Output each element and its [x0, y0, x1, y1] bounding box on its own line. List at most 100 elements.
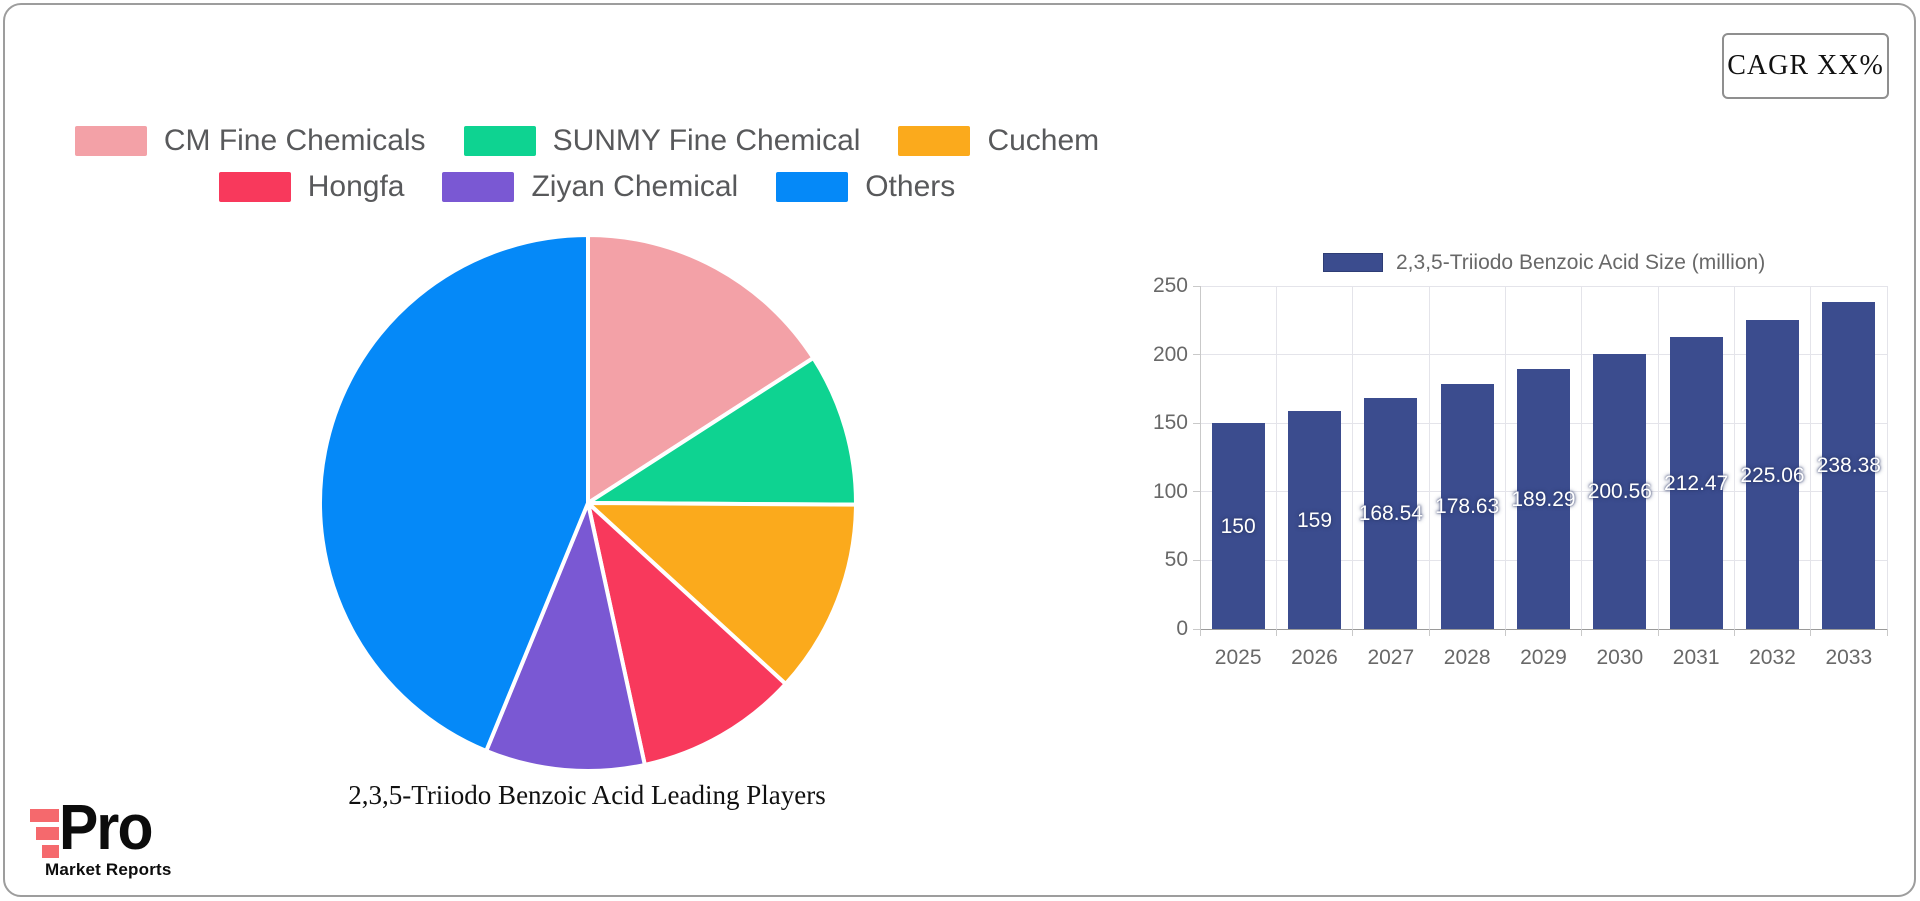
x-axis-tick [1657, 629, 1659, 636]
x-axis-tick [1428, 629, 1430, 636]
x-axis-label: 2030 [1596, 646, 1644, 669]
v-gridline [1352, 286, 1354, 629]
pie-legend-item: CM Fine Chemicals [74, 124, 426, 158]
legend-item-label: CM Fine Chemicals [163, 124, 426, 157]
bar-value-label: 200.56 [1587, 480, 1652, 504]
logo-name: Pro [59, 791, 153, 863]
bar [1822, 301, 1876, 629]
x-axis-label: 2033 [1825, 646, 1873, 669]
legend-swatch [463, 126, 536, 156]
bar-value-label: 159 [1296, 508, 1333, 532]
legend-item-label: Others [865, 170, 956, 203]
legend-item-label: Ziyan Chemical [531, 170, 739, 203]
v-gridline [1275, 286, 1277, 629]
y-axis-tick [1193, 354, 1200, 356]
y-axis-tick [1193, 491, 1200, 493]
cagr-badge: CAGR XX% [1722, 33, 1889, 99]
x-axis-label: 2025 [1214, 646, 1262, 669]
pie-legend-row: Hongfa Ziyan Chemical Others [218, 170, 955, 204]
legend-item-label: Cuchem [987, 124, 1100, 157]
bar [1593, 353, 1647, 629]
legend-swatch [442, 172, 515, 202]
logo-bar [36, 827, 59, 840]
x-axis-tick [1504, 629, 1506, 636]
bar-value-label: 189.29 [1511, 488, 1576, 512]
pie-chart [318, 233, 858, 773]
x-axis-tick [1352, 629, 1354, 636]
legend-item-label: Hongfa [307, 170, 405, 203]
v-gridline [1657, 286, 1659, 629]
v-gridline [1504, 286, 1506, 629]
bar [1440, 383, 1494, 629]
pie-slice [484, 501, 647, 773]
v-gridline [1428, 286, 1430, 629]
pie-legend-row: CM Fine Chemicals SUNMY Fine Chemical Cuch… [74, 124, 1099, 158]
bar-legend-swatch [1323, 253, 1383, 272]
bar-value-label: 212.47 [1664, 472, 1729, 496]
pie-legend-item: Cuchem [898, 124, 1099, 158]
x-axis-tick [1581, 629, 1583, 636]
legend-swatch [776, 172, 849, 202]
bar-value-label: 150 [1220, 515, 1256, 539]
logo-subtitle: Market Reports [45, 860, 172, 879]
pie-slice [318, 233, 590, 753]
y-axis-label: 50 [1164, 548, 1188, 572]
x-axis-tick [1733, 629, 1735, 636]
pie-slice [586, 501, 858, 686]
pie-legend-item: SUNMY Fine Chemical [463, 124, 861, 158]
pie-slice [586, 355, 858, 507]
bar [1211, 423, 1265, 629]
logo-bars-icon [30, 809, 59, 858]
x-axis-label: 2029 [1520, 646, 1567, 669]
h-gridline [1200, 628, 1887, 630]
x-axis-label: 2031 [1672, 646, 1720, 669]
x-axis-tick [1810, 629, 1812, 636]
legend-swatch [74, 126, 147, 156]
x-axis-tick [1275, 629, 1277, 636]
v-gridline [1810, 286, 1812, 629]
logo-bar [42, 845, 59, 858]
logo-bar [30, 809, 59, 822]
bar-value-label: 178.63 [1435, 495, 1500, 519]
x-axis-label: 2032 [1749, 646, 1796, 669]
legend-swatch [898, 126, 971, 156]
bar-value-label: 225.06 [1740, 463, 1805, 487]
pie-legend-item: Hongfa [218, 170, 405, 204]
bar-value-label: 238.38 [1816, 454, 1881, 478]
v-gridline [1581, 286, 1583, 629]
x-axis-label: 2027 [1367, 646, 1415, 669]
y-axis-tick [1193, 628, 1200, 630]
y-axis-label: 150 [1152, 411, 1188, 435]
legend-item-label: SUNMY Fine Chemical [552, 124, 861, 157]
y-axis-label: 250 [1152, 274, 1188, 297]
pie-legend-item: Ziyan Chemical [442, 170, 738, 204]
y-axis-tick [1193, 285, 1200, 287]
bar [1517, 369, 1570, 629]
legend-swatch [218, 172, 291, 202]
pie-legend-item: Others [776, 170, 955, 204]
bar-legend-label: 2,3,5-Triiodo Benzoic Acid Size (million… [1396, 251, 1766, 274]
y-axis-label: 100 [1152, 479, 1188, 503]
pro-market-reports-logo: Pro Market Reports [30, 791, 172, 880]
bar [1364, 397, 1418, 629]
v-gridline [1733, 286, 1735, 629]
pie-legend: CM Fine Chemicals SUNMY Fine Chemical Cuch… [0, 124, 1174, 204]
y-axis-tick [1193, 559, 1200, 561]
pie-slice [586, 501, 788, 767]
y-axis-label: 200 [1152, 342, 1188, 366]
bar [1746, 320, 1799, 629]
h-gridline [1200, 285, 1887, 287]
bar [1288, 410, 1341, 629]
pie-slice [586, 233, 816, 505]
bar-value-label: 168.54 [1358, 502, 1423, 526]
x-axis-label: 2026 [1291, 646, 1338, 669]
y-axis-tick [1193, 422, 1200, 424]
y-axis-label: 0 [1176, 617, 1188, 640]
v-gridline [1886, 286, 1888, 629]
x-axis-tick [1886, 629, 1888, 636]
bar [1669, 337, 1723, 629]
h-gridline [1200, 354, 1887, 356]
logo-mark: Pro [30, 791, 172, 863]
pie-caption: 2,3,5-Triiodo Benzoic Acid Leading Playe… [348, 780, 826, 810]
